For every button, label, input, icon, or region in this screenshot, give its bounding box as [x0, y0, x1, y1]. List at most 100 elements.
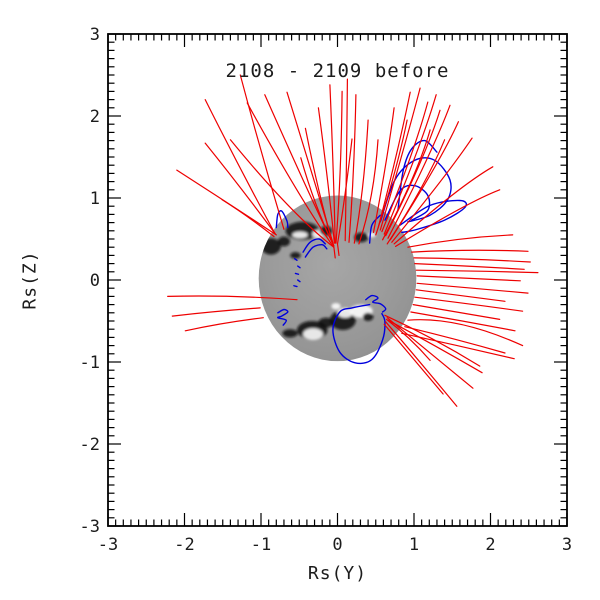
open-field-line: [407, 319, 524, 347]
open-field-line: [387, 319, 483, 374]
dark-magnetic-patch: [282, 329, 298, 338]
open-field-line: [387, 104, 451, 239]
x-tick-label: 1: [409, 535, 419, 555]
x-tick-label: 0: [332, 535, 342, 555]
open-field-line: [412, 304, 501, 320]
open-field-line: [391, 137, 473, 243]
open-field-line: [414, 263, 525, 270]
open-field-line: [385, 318, 431, 361]
open-field-line: [416, 275, 521, 282]
open-field-line: [372, 107, 395, 233]
open-field-line: [353, 119, 369, 244]
light-magnetic-patch: [331, 302, 341, 310]
closed-field-line: [399, 199, 468, 234]
open-field-line: [336, 243, 340, 256]
open-field-line: [386, 317, 474, 389]
solar-magnetogram-disk: [258, 195, 417, 362]
open-field-line: [395, 189, 501, 247]
closed-field-line: [294, 272, 300, 275]
open-field-line: [358, 139, 379, 245]
dark-magnetic-patch: [362, 312, 374, 321]
open-field-line: [184, 317, 264, 332]
open-field-line: [414, 296, 524, 312]
open-field-line: [329, 84, 336, 244]
y-tick-label: 0: [90, 271, 100, 291]
open-field-line: [386, 139, 446, 245]
open-field-line: [304, 127, 334, 245]
closed-field-line: [332, 303, 386, 365]
y-tick-label: -1: [80, 353, 100, 373]
x-tick-label: -2: [174, 535, 194, 555]
light-magnetic-patch: [368, 232, 376, 238]
open-field-line: [204, 99, 276, 234]
open-field-line: [229, 139, 335, 248]
open-field-line: [375, 119, 408, 236]
closed-field-line: [304, 243, 328, 258]
open-field-line: [413, 257, 531, 263]
open-field-line: [317, 107, 335, 244]
closed-field-line: [297, 265, 301, 269]
dark-magnetic-patch: [277, 236, 291, 247]
open-field-line: [404, 326, 506, 354]
open-field-line: [384, 314, 481, 367]
open-field-lines: [167, 74, 539, 407]
open-field-line: [416, 282, 529, 294]
closed-field-line: [379, 157, 452, 223]
open-field-line: [401, 332, 515, 360]
axis-ticks: [107, 33, 568, 527]
open-field-line: [407, 234, 514, 248]
y-tick-label: -2: [80, 435, 100, 455]
open-field-line: [377, 91, 411, 229]
open-field-line: [344, 78, 348, 242]
closed-field-line: [276, 308, 289, 326]
open-field-line: [333, 245, 336, 259]
open-field-line: [410, 311, 516, 332]
closed-field-line: [275, 210, 289, 229]
open-field-line: [383, 323, 444, 395]
x-tick-label: 3: [562, 535, 572, 555]
open-field-line: [336, 138, 353, 245]
y-tick-label: 2: [90, 107, 100, 127]
closed-field-line: [302, 238, 326, 253]
closed-field-line: [368, 214, 381, 244]
closed-field-line: [365, 294, 387, 313]
dark-magnetic-patch: [261, 238, 281, 255]
open-field-line: [385, 109, 441, 237]
x-axis-label: Rs(Y): [307, 563, 368, 584]
open-field-line: [246, 102, 335, 248]
light-magnetic-patch: [292, 231, 308, 239]
y-tick-label: -3: [80, 517, 100, 537]
x-tick-label: -3: [98, 535, 118, 555]
open-field-line: [204, 142, 277, 235]
light-magnetic-patch: [303, 328, 323, 340]
open-field-line: [348, 94, 357, 243]
open-field-line: [415, 289, 506, 302]
open-field-line: [300, 157, 334, 245]
closed-field-line: [293, 257, 298, 262]
open-field-line: [239, 74, 285, 230]
open-field-line: [381, 101, 429, 233]
open-field-line: [382, 129, 431, 241]
closed-field-line: [293, 285, 298, 288]
open-field-line: [171, 307, 261, 317]
open-field-line: [335, 90, 343, 244]
open-field-line: [221, 199, 275, 238]
open-field-line: [383, 94, 437, 235]
y-tick-label: 1: [90, 189, 100, 209]
closed-field-line: [297, 279, 301, 283]
tick-labels: -3 -2 -1 0 1 2 3 -3 -2 -1 0 1 2 3: [80, 25, 573, 555]
open-field-line: [415, 269, 539, 274]
y-tick-label: 3: [90, 25, 100, 45]
open-field-line: [379, 87, 421, 231]
active-regions: [261, 221, 376, 340]
open-field-line: [393, 166, 494, 245]
y-axis-label: Rs(Z): [19, 250, 41, 310]
open-field-line: [411, 249, 529, 253]
open-field-line: [167, 295, 298, 301]
x-tick-label: 2: [485, 535, 495, 555]
dark-magnetic-patch: [290, 252, 301, 259]
plot-title: 2108 - 2109 before: [225, 60, 450, 82]
x-tick-label: -1: [251, 535, 271, 555]
